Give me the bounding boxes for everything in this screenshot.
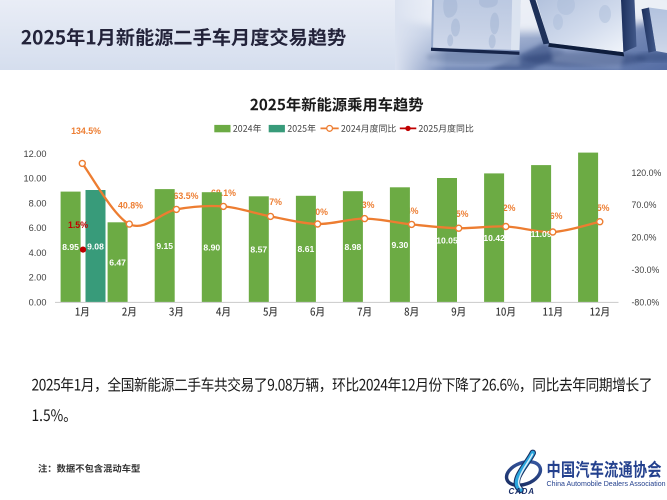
- svg-text:8.90: 8.90: [203, 242, 220, 252]
- svg-text:52.7%: 52.7%: [257, 197, 282, 207]
- svg-text:10.05: 10.05: [436, 235, 458, 245]
- svg-text:8.95: 8.95: [62, 242, 79, 252]
- svg-text:6.00: 6.00: [29, 223, 47, 233]
- svg-text:8.61: 8.61: [298, 244, 315, 254]
- svg-text:10.00: 10.00: [24, 174, 47, 184]
- svg-text:12.00: 12.00: [24, 149, 47, 159]
- svg-text:120.0%: 120.0%: [632, 168, 662, 178]
- svg-text:70.0%: 70.0%: [632, 200, 657, 210]
- svg-text:9.30: 9.30: [392, 240, 409, 250]
- svg-text:China Automobile Dealers Assoc: China Automobile Dealers Association: [547, 481, 666, 488]
- svg-text:40.8%: 40.8%: [118, 201, 143, 211]
- svg-text:20.0%: 20.0%: [632, 233, 657, 243]
- svg-text:8.00: 8.00: [29, 198, 47, 208]
- svg-text:0.00: 0.00: [29, 297, 47, 307]
- svg-text:8.57: 8.57: [250, 245, 267, 255]
- svg-text:68.1%: 68.1%: [211, 188, 236, 198]
- svg-text:11.09: 11.09: [531, 229, 552, 239]
- svg-text:CADA: CADA: [509, 487, 535, 496]
- svg-text:-80.0%: -80.0%: [632, 297, 660, 307]
- svg-text:4.00: 4.00: [29, 248, 47, 258]
- svg-text:8.98: 8.98: [345, 242, 362, 252]
- svg-text:1.5%: 1.5%: [68, 220, 88, 230]
- svg-text:6.47: 6.47: [109, 258, 126, 268]
- svg-text:9.08: 9.08: [87, 241, 104, 251]
- svg-text:-30.0%: -30.0%: [632, 265, 660, 275]
- svg-text:134.5%: 134.5%: [71, 126, 101, 136]
- svg-text:2.00: 2.00: [29, 273, 47, 283]
- svg-text:63.5%: 63.5%: [174, 191, 199, 201]
- svg-text:10.42: 10.42: [483, 233, 505, 243]
- svg-text:9.15: 9.15: [156, 241, 173, 251]
